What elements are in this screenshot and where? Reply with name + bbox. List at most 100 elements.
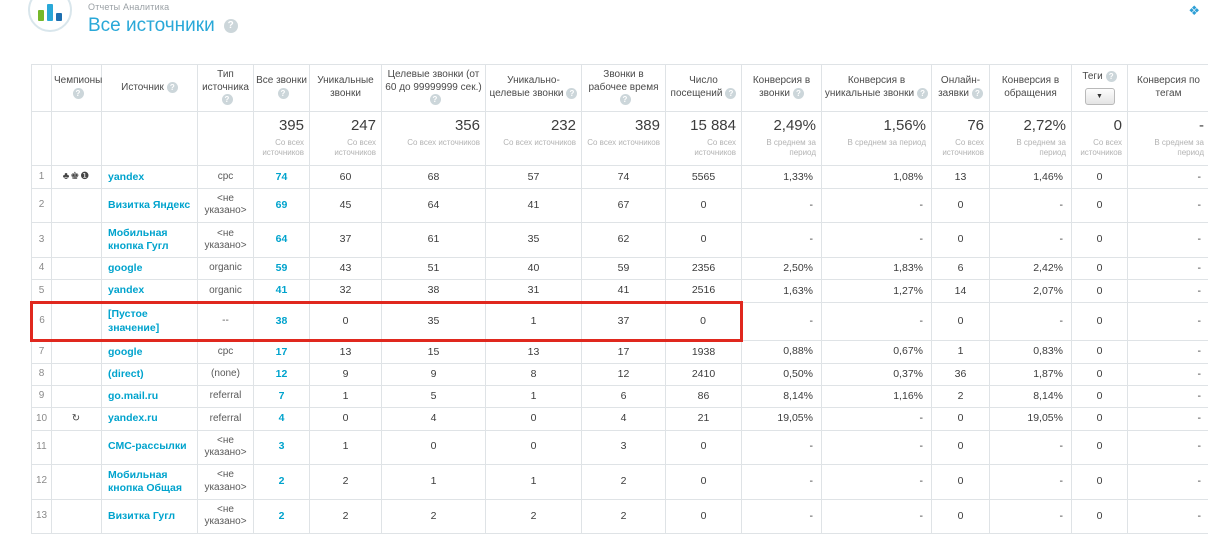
- cell-conv_calls: 1,33%: [741, 165, 822, 189]
- help-icon[interactable]: ?: [166, 81, 178, 93]
- source-link[interactable]: yandex: [108, 284, 145, 297]
- widget-toggle-icon[interactable]: ❖: [1188, 3, 1200, 18]
- cell-online_requests: 0: [931, 302, 990, 341]
- cell-conv_unique_calls: 1,83%: [821, 257, 932, 281]
- help-icon[interactable]: ?: [917, 87, 929, 99]
- source-link[interactable]: Визитка Яндекс: [108, 198, 191, 211]
- summary-conv_tags: - В среднем за период: [1127, 110, 1208, 167]
- cell-source: yandex.ru: [101, 407, 198, 431]
- cell-unique_target_calls: 1: [485, 463, 582, 500]
- cell-target_calls: 64: [381, 187, 486, 223]
- table-row: 1 ♣♚❶ yandex cpc 74 60 68 57 74 5565 1,33% 1,08% 13 1…: [31, 165, 1208, 189]
- cell-unique_calls: 37: [309, 221, 382, 259]
- table-row: 8 (direct) (none) 12 9 9 8 12 2410 0,50% 0,37% 36 1,…: [31, 362, 1208, 386]
- all-calls-link[interactable]: 64: [275, 233, 288, 246]
- cell-champions: [51, 279, 102, 304]
- source-link[interactable]: go.mail.ru: [108, 389, 159, 402]
- all-calls-link[interactable]: 17: [275, 345, 288, 358]
- help-icon[interactable]: ?: [619, 94, 631, 105]
- champion-badges-icon: ♣♚❶: [62, 171, 91, 183]
- cell-num: 6: [30, 301, 52, 342]
- all-calls-link[interactable]: 2: [278, 475, 285, 488]
- all-calls-link[interactable]: 2: [278, 509, 285, 522]
- cell-num: 5: [31, 279, 52, 304]
- cell-conv_calls: 2,50%: [741, 257, 822, 281]
- help-icon[interactable]: ?: [221, 94, 233, 105]
- source-link[interactable]: [Пустое значение]: [108, 308, 160, 334]
- cell-target_calls: 9: [381, 362, 486, 386]
- source-link[interactable]: yandex.ru: [108, 412, 158, 425]
- help-icon[interactable]: ?: [971, 87, 983, 99]
- help-icon[interactable]: ?: [725, 87, 737, 99]
- summary-value: 232: [550, 116, 576, 134]
- source-link[interactable]: yandex: [108, 170, 145, 183]
- all-calls-link[interactable]: 41: [275, 284, 288, 297]
- cell-champions: [51, 463, 102, 500]
- cell-conv_appeals: -: [989, 429, 1072, 465]
- table-row: 7 google cpc 17 13 15 13 17 1938 0,88% 0,67% 1 0,83%…: [31, 339, 1208, 364]
- cell-tags: 0: [1071, 463, 1128, 500]
- all-calls-link[interactable]: 38: [275, 314, 288, 327]
- cell-type: --: [197, 301, 254, 342]
- cell-unique_calls: 2: [309, 498, 382, 534]
- source-link[interactable]: Визитка Гугл: [108, 509, 176, 522]
- cell-online_requests: 0: [931, 429, 990, 465]
- table-row: 13 Визитка Гугл <не указано> 2 2 2 2 2 0- -0-0-: [31, 498, 1208, 534]
- title-help-icon[interactable]: ?: [223, 19, 238, 33]
- summary-note: Со всех источников: [1080, 138, 1122, 158]
- cell-type: <не указано>: [197, 429, 254, 465]
- all-calls-link[interactable]: 12: [275, 367, 288, 380]
- cell-all_calls: 59: [253, 257, 310, 281]
- all-calls-link[interactable]: 4: [278, 412, 285, 425]
- source-link[interactable]: Мобильная кнопка Общая: [108, 468, 182, 494]
- table-header-row: Чемпионы? Источник? Тип источника? Все звон…: [31, 64, 1208, 112]
- source-link[interactable]: google: [108, 345, 143, 358]
- champion-badges-icon: ↻: [71, 413, 82, 425]
- cell-tags: 0: [1071, 221, 1128, 259]
- all-calls-link[interactable]: 69: [275, 198, 288, 211]
- column-header-conv_unique_calls: Конверсия в уникальные звонки?: [821, 64, 932, 112]
- cell-conv_tags: -: [1127, 384, 1208, 409]
- cell-type: cpc: [197, 339, 254, 364]
- summary-value: 356: [454, 116, 480, 134]
- cell-num: 11: [31, 429, 52, 465]
- help-icon[interactable]: ?: [277, 87, 289, 99]
- cell-unique_target_calls: 0: [485, 407, 582, 431]
- summary-value: 1,56%: [883, 116, 926, 134]
- cell-type: referral: [197, 384, 254, 409]
- cell-visits: 0: [665, 498, 742, 534]
- help-icon[interactable]: ?: [1105, 71, 1117, 82]
- help-icon[interactable]: ?: [792, 87, 804, 99]
- cell-tags: 0: [1071, 339, 1128, 364]
- all-calls-link[interactable]: 74: [275, 170, 288, 183]
- cell-all_calls: 17: [253, 339, 310, 364]
- cell-target_calls: 51: [381, 257, 486, 281]
- cell-source: yandex: [101, 279, 198, 304]
- cell-champions: [51, 301, 102, 342]
- summary-tags: 0 Со всех источников: [1071, 110, 1128, 167]
- summary-online_requests: 76 Со всех источников: [931, 110, 990, 167]
- cell-all_calls: 38: [253, 301, 310, 342]
- cell-online_requests: 13: [931, 165, 990, 189]
- column-header-champions: Чемпионы?: [51, 64, 102, 112]
- column-header-unique_target_calls: Уникально-целевые звонки?: [485, 64, 582, 112]
- source-link[interactable]: (direct): [108, 367, 144, 380]
- help-icon[interactable]: ?: [566, 87, 578, 99]
- cell-unique_target_calls: 1: [485, 301, 582, 342]
- table-row: 10 ↻ yandex.ru referral 4 0 4 0 4 21 19,05% -0 19,05…: [31, 407, 1208, 431]
- source-link[interactable]: СМС-рассылки: [108, 440, 187, 453]
- all-calls-link[interactable]: 59: [275, 262, 288, 275]
- help-icon[interactable]: ?: [72, 87, 84, 99]
- tags-filter-button[interactable]: ▼: [1084, 87, 1115, 105]
- cell-champions: [51, 221, 102, 259]
- source-link[interactable]: google: [108, 262, 143, 275]
- cell-conv_tags: -: [1127, 498, 1208, 534]
- column-header-all_calls: Все звонки?: [253, 64, 310, 112]
- source-link[interactable]: Мобильная кнопка Гугл: [108, 226, 169, 253]
- cell-work_time_calls: 59: [581, 257, 666, 281]
- all-calls-link[interactable]: 3: [278, 440, 285, 453]
- cell-tags: 0: [1071, 257, 1128, 281]
- all-calls-link[interactable]: 7: [278, 389, 285, 402]
- help-icon[interactable]: ?: [429, 94, 441, 105]
